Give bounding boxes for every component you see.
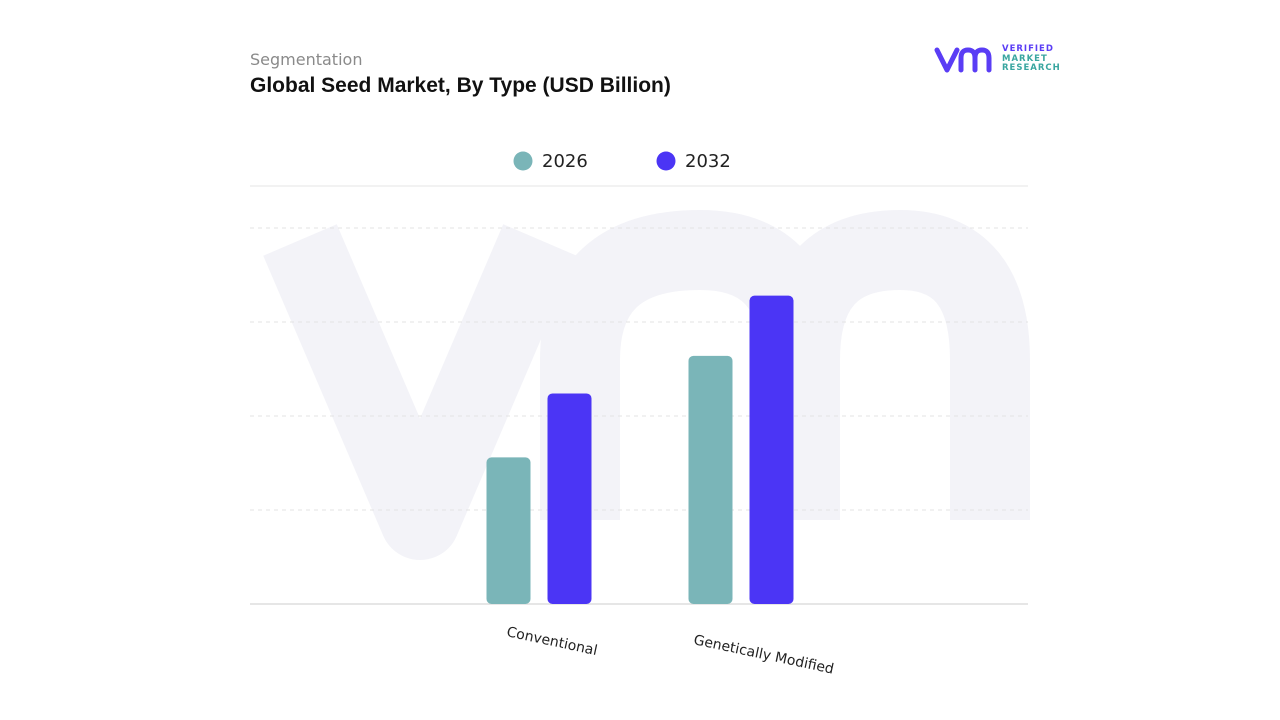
gridlines bbox=[250, 185, 1028, 605]
x-axis-labels: Conventional Genetically Modified bbox=[505, 624, 835, 677]
legend-label-2032: 2032 bbox=[685, 151, 731, 172]
logo-word-verified: VERIFIED bbox=[1002, 44, 1054, 54]
bar-2032-1 bbox=[749, 295, 794, 604]
legend-label-2026: 2026 bbox=[542, 151, 588, 172]
x-tick-label: Genetically Modified bbox=[692, 632, 835, 677]
chart-subtitle: Segmentation bbox=[250, 50, 363, 69]
logo-word-research: RESEARCH bbox=[1002, 63, 1061, 73]
vmr-logo-icon bbox=[934, 47, 992, 73]
chart-title: Global Seed Market, By Type (USD Billion… bbox=[250, 74, 671, 97]
legend-marker-2032 bbox=[656, 151, 676, 171]
legend: 2026 2032 bbox=[513, 151, 731, 172]
x-tick-label: Conventional bbox=[505, 624, 599, 659]
logo-word-market: MARKET bbox=[1002, 53, 1048, 64]
bar-2026-1 bbox=[688, 355, 733, 604]
logo-text: VERIFIED MARKET RESEARCH bbox=[1002, 44, 1061, 74]
watermark-logo bbox=[263, 209, 1030, 560]
bar-2026-0 bbox=[486, 457, 531, 604]
bars bbox=[486, 295, 794, 604]
bar-2032-0 bbox=[547, 393, 592, 604]
legend-marker-2026 bbox=[513, 151, 533, 171]
